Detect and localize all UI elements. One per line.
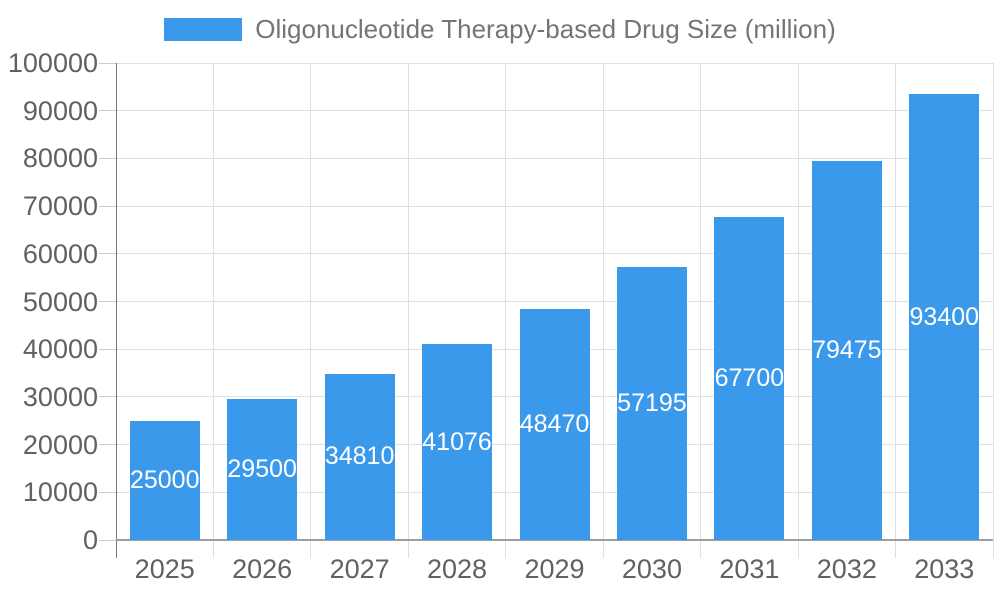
legend-label: Oligonucleotide Therapy-based Drug Size … [255, 14, 836, 44]
y-tick-label: 70000 [22, 191, 98, 222]
y-tick-label: 80000 [22, 143, 98, 174]
bar[interactable]: 41076 [422, 344, 493, 540]
v-gridline [310, 63, 312, 558]
v-gridline [407, 63, 409, 558]
x-axis-line [116, 539, 993, 541]
y-axis-line [115, 63, 117, 558]
x-tick-label: 2033 [914, 554, 975, 584]
bar[interactable]: 79475 [811, 160, 882, 540]
y-axis-tick [99, 253, 116, 255]
y-axis-tick [99, 444, 116, 446]
bar[interactable]: 29500 [227, 399, 298, 540]
y-axis-tick [99, 157, 116, 159]
y-tick-label: 20000 [22, 429, 98, 460]
y-tick-label: 90000 [22, 95, 98, 126]
bar-value-label: 48470 [519, 409, 590, 438]
y-tick-label: 10000 [22, 477, 98, 508]
h-gridline [116, 62, 993, 64]
v-gridline [797, 63, 799, 558]
h-gridline [116, 205, 993, 207]
legend: Oligonucleotide Therapy-based Drug Size … [0, 14, 1000, 45]
x-tick-label: 2028 [427, 554, 488, 584]
v-gridline [895, 63, 897, 558]
bar-value-label: 79475 [812, 335, 882, 364]
bar[interactable]: 48470 [519, 308, 590, 540]
y-axis-tick [99, 301, 116, 302]
y-tick-label: 60000 [22, 238, 98, 269]
v-gridline [700, 63, 702, 558]
bar[interactable]: 25000 [129, 420, 200, 540]
y-tick-label: 50000 [22, 286, 98, 317]
y-tick-label: 40000 [22, 334, 98, 365]
legend-swatch-icon [164, 18, 243, 41]
y-axis-tick [99, 205, 116, 207]
v-gridline [992, 63, 994, 558]
y-axis-tick [99, 396, 116, 398]
h-gridline [116, 157, 993, 159]
bar-value-label: 57195 [617, 389, 687, 418]
y-tick-label: 100000 [7, 48, 98, 78]
bar-value-label: 29500 [227, 455, 297, 484]
y-axis-tick [99, 539, 116, 541]
legend-item[interactable]: Oligonucleotide Therapy-based Drug Size … [164, 14, 836, 45]
x-tick-label: 2031 [719, 554, 780, 584]
x-tick-label: 2027 [329, 554, 390, 584]
bar-value-label: 25000 [129, 465, 200, 494]
bar-value-label: 67700 [714, 364, 785, 393]
bar[interactable]: 67700 [714, 217, 785, 540]
h-gridline [116, 110, 993, 112]
y-axis-tick [99, 62, 116, 64]
x-tick-label: 2029 [524, 554, 585, 584]
y-axis-tick [99, 110, 116, 112]
bar-value-label: 93400 [909, 302, 980, 331]
bar[interactable]: 57195 [616, 267, 687, 540]
y-tick-label: 30000 [22, 381, 98, 412]
bar[interactable]: 34810 [324, 373, 395, 540]
x-tick-label: 2026 [232, 554, 293, 584]
v-gridline [602, 63, 604, 558]
x-tick-label: 2030 [621, 554, 682, 584]
x-tick-label: 2032 [816, 554, 877, 584]
v-gridline [505, 63, 507, 558]
y-axis-tick [99, 491, 116, 493]
h-gridline [116, 301, 993, 302]
bar-value-label: 41076 [422, 427, 492, 456]
bar[interactable]: 93400 [909, 94, 980, 540]
y-axis-tick [99, 348, 116, 350]
v-gridline [212, 63, 214, 558]
h-gridline [116, 253, 993, 255]
bar-value-label: 34810 [324, 442, 395, 471]
x-tick-label: 2025 [134, 554, 195, 584]
y-tick-label: 0 [82, 525, 98, 555]
